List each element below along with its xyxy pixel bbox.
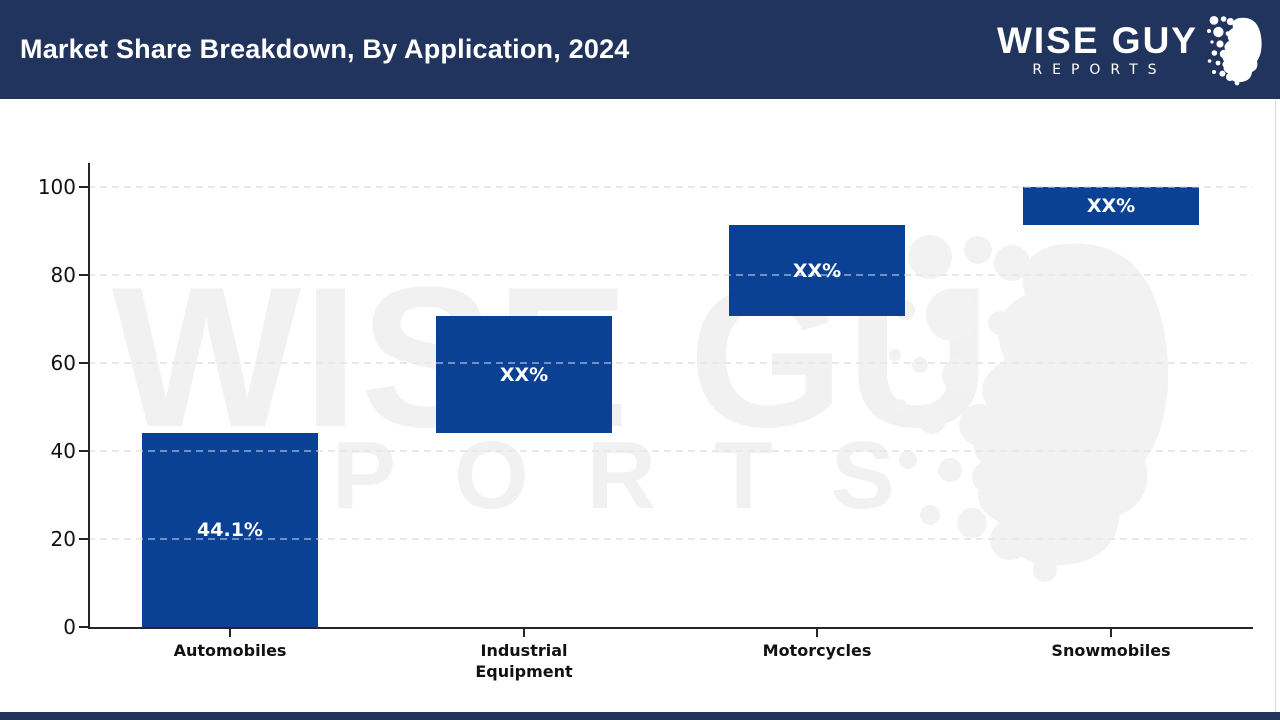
x-category-label-automobiles: Automobiles [173, 641, 287, 660]
bar-value-label: XX% [792, 259, 842, 282]
gridline-20 [88, 538, 1253, 540]
x-tick-0 [229, 629, 231, 637]
y-tick-60 [79, 362, 88, 364]
gridline-overlay-40 [88, 450, 1253, 452]
y-tick-label-100: 100 [37, 175, 76, 199]
y-tick-label-80: 80 [50, 263, 76, 287]
y-tick-label-20: 20 [50, 527, 76, 551]
x-axis-spine [88, 627, 1253, 629]
logo-face-icon [1207, 15, 1262, 85]
bar-motorcycles: XX% [729, 224, 905, 317]
x-tick-2 [816, 629, 818, 637]
logo-wiseguy-label: WISE GUY [996, 20, 1198, 61]
gridline-overlay-100 [88, 186, 1253, 188]
gridline-40 [88, 450, 1253, 452]
bar-value-label: XX% [1086, 194, 1136, 217]
wiseguy-logo: WISE GUY REPORTS [997, 11, 1266, 89]
bar-value-label: 44.1% [197, 518, 263, 541]
y-tick-label-40: 40 [50, 439, 76, 463]
bar-industrial-equipment: XX% [436, 316, 612, 433]
y-tick-40 [79, 450, 88, 452]
y-tick-label-60: 60 [50, 351, 76, 375]
gridline-overlay-80 [88, 274, 1253, 276]
y-tick-20 [79, 538, 88, 540]
x-tick-3 [1110, 629, 1112, 637]
wiseguy-logo-text: WISE GUY REPORTS [997, 22, 1198, 77]
gridline-100 [88, 186, 1253, 188]
watermark-face-icon [889, 235, 1169, 582]
y-tick-label-0: 0 [63, 615, 76, 639]
footer-bar [0, 712, 1280, 720]
bar-snowmobiles: XX% [1023, 187, 1199, 225]
header-bar: Market Share Breakdown, By Application, … [0, 0, 1280, 99]
gridline-60 [88, 362, 1253, 364]
y-tick-0 [79, 626, 88, 628]
y-tick-100 [79, 186, 88, 188]
watermark-reports-text: EPORTS [210, 422, 953, 529]
y-axis-spine [88, 163, 90, 629]
gridline-overlay-20 [88, 538, 1253, 540]
x-tick-1 [523, 629, 525, 637]
x-category-label-motorcycles: Motorcycles [762, 641, 872, 660]
chart-title: Market Share Breakdown, By Application, … [20, 34, 630, 64]
y-tick-80 [79, 274, 88, 276]
plot-right-border [1275, 99, 1276, 712]
bar-automobiles: 44.1% [142, 432, 318, 627]
gridline-overlay-60 [88, 362, 1253, 364]
x-category-label-snowmobiles: Snowmobiles [1051, 641, 1171, 660]
gridline-80 [88, 274, 1253, 276]
x-category-label-industrial-equipment: Industrial Equipment [475, 641, 573, 681]
bar-value-label: XX% [499, 363, 549, 386]
logo-reports-label: REPORTS [1032, 62, 1167, 78]
